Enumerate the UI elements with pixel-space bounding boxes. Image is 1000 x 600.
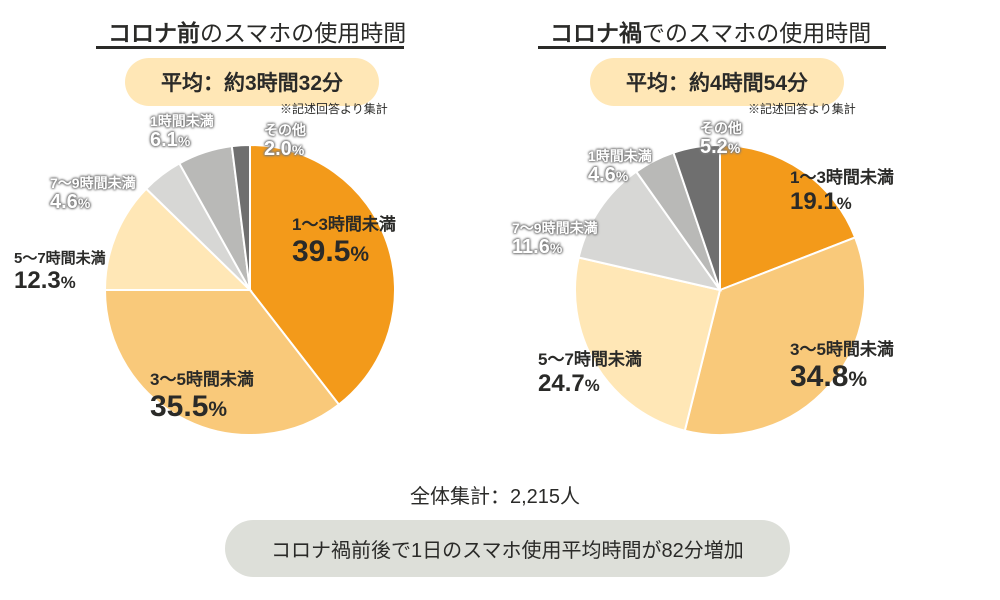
right-label-5_7: 5〜7時間未満24.7% [538, 350, 642, 397]
right-label-7_9-category: 7〜9時間未満 [512, 220, 598, 236]
left-label-7_9: 7〜9時間未満4.6% [50, 175, 136, 214]
left-label-5_7: 5〜7時間未満12.3% [14, 250, 106, 295]
right-label-other: その他5.2% [700, 120, 742, 159]
right-label-3_5-percent: 34.8% [790, 360, 867, 393]
left-label-lt1-percent: 6.1% [150, 129, 190, 151]
right-label-lt1-percent: 4.6% [588, 164, 628, 186]
summary-text: コロナ禍前後で1日のスマホ使用平均時間が82分増加 [271, 540, 744, 562]
total-label: 全体集計：2,215人 [410, 480, 580, 509]
right-label-1_3: 1〜3時間未満19.1% [790, 168, 894, 215]
left-label-5_7-percent: 12.3% [14, 267, 76, 294]
summary-pill: コロナ禍前後で1日のスマホ使用平均時間が82分増加 [225, 520, 790, 577]
left-label-lt1: 1時間未満6.1% [150, 113, 214, 152]
left-label-3_5: 3〜5時間未満35.5% [150, 370, 254, 424]
left-label-1_3-percent: 39.5% [292, 235, 369, 268]
left-label-3_5-percent: 35.5% [150, 390, 227, 423]
left-label-1_3: 1〜3時間未満39.5% [292, 215, 396, 269]
right-label-other-percent: 5.2% [700, 136, 740, 158]
left-label-1_3-category: 1〜3時間未満 [292, 215, 396, 235]
right-label-other-category: その他 [700, 120, 742, 136]
right-label-1_3-category: 1〜3時間未満 [790, 168, 894, 188]
left-label-5_7-category: 5〜7時間未満 [14, 250, 106, 267]
right-label-5_7-percent: 24.7% [538, 370, 600, 397]
right-label-5_7-category: 5〜7時間未満 [538, 350, 642, 370]
left-label-other-percent: 2.0% [264, 138, 304, 160]
right-label-7_9-percent: 11.6% [512, 236, 562, 258]
left-label-3_5-category: 3〜5時間未満 [150, 370, 254, 390]
right-pie-chart [0, 0, 1000, 600]
right-label-7_9: 7〜9時間未満11.6% [512, 220, 598, 259]
left-label-7_9-category: 7〜9時間未満 [50, 175, 136, 191]
left-label-other-category: その他 [264, 122, 306, 138]
right-label-1_3-percent: 19.1% [790, 188, 852, 215]
right-label-3_5: 3〜5時間未満34.8% [790, 340, 894, 394]
left-label-7_9-percent: 4.6% [50, 191, 90, 213]
left-label-lt1-category: 1時間未満 [150, 113, 214, 129]
right-label-lt1-category: 1時間未満 [588, 148, 652, 164]
left-label-other: その他2.0% [264, 122, 306, 161]
right-label-3_5-category: 3〜5時間未満 [790, 340, 894, 360]
right-label-lt1: 1時間未満4.6% [588, 148, 652, 187]
